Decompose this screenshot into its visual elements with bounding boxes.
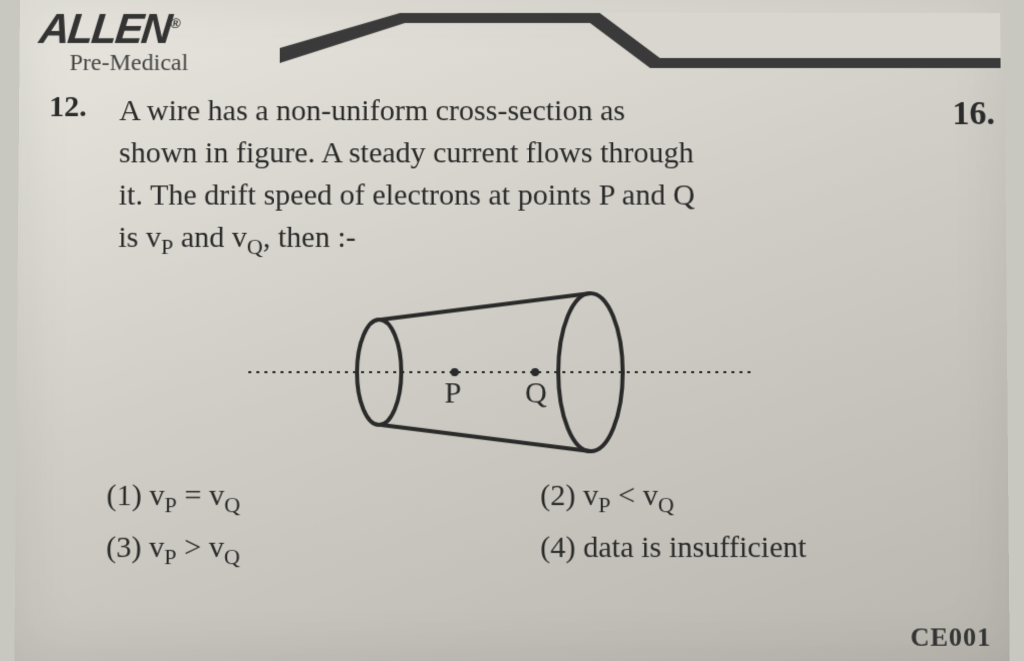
o2-prefix: (2) v [540,479,598,513]
qtext-line4a: is v [118,221,161,254]
o3-prefix: (3) v [106,531,164,565]
brand-subtitle: Pre-Medical [69,50,188,77]
options-block: (1) vP = vQ (2) vP < vQ (3) vP > vQ (4) … [106,479,975,583]
qtext-line3: it. The drift speed of electrons at poin… [119,178,695,211]
o1-sub2: Q [224,492,240,517]
option-4: (4) data is insufficient [540,531,974,571]
header: ALLEN® Pre-Medical [19,0,1005,90]
option-2: (2) vP < vQ [540,479,974,519]
figure-label-p: P [445,376,462,409]
question-text: A wire has a non-uniform cross-section a… [118,90,922,263]
figure-label-q: Q [525,376,547,409]
o2-mid: < v [611,479,658,513]
qtext-line4c: , then :- [263,221,356,254]
option-1: (1) vP = vQ [106,479,540,519]
o4-text: (4) data is insufficient [540,531,806,565]
qtext-line4b: and v [173,221,247,254]
qtext-sub-q: Q [247,234,263,259]
o2-sub1: P [598,492,610,517]
question-number: 12. [49,90,87,124]
o1-prefix: (1) v [106,479,164,513]
wire-figure: P Q [248,281,752,463]
o3-sub1: P [164,544,177,569]
question-block: 12. A wire has a non-uniform cross-secti… [48,90,922,263]
qtext-line1: A wire has a non-uniform cross-section a… [119,94,625,127]
o3-mid: > v [176,531,224,565]
o3-sub2: Q [224,544,240,569]
logo-text: ALLEN [37,5,172,52]
page-code: CE001 [910,622,991,653]
brand-logo: ALLEN® [37,5,181,53]
option-3: (3) vP > vQ [106,531,540,571]
header-banner [280,8,1001,68]
o2-sub2: Q [658,492,674,517]
qtext-line2: shown in figure. A steady current flows … [119,136,694,169]
adjacent-question-number: 16. [952,95,995,133]
qtext-sub-p: P [161,234,173,259]
o1-sub1: P [164,492,177,517]
page: ALLEN® Pre-Medical 16. 12. A wire has a … [14,0,1009,661]
registered-mark: ® [170,15,180,31]
option-row-2: (3) vP > vQ (4) data is insufficient [106,531,975,571]
o1-mid: = v [177,479,225,513]
option-row-1: (1) vP = vQ (2) vP < vQ [106,479,974,519]
